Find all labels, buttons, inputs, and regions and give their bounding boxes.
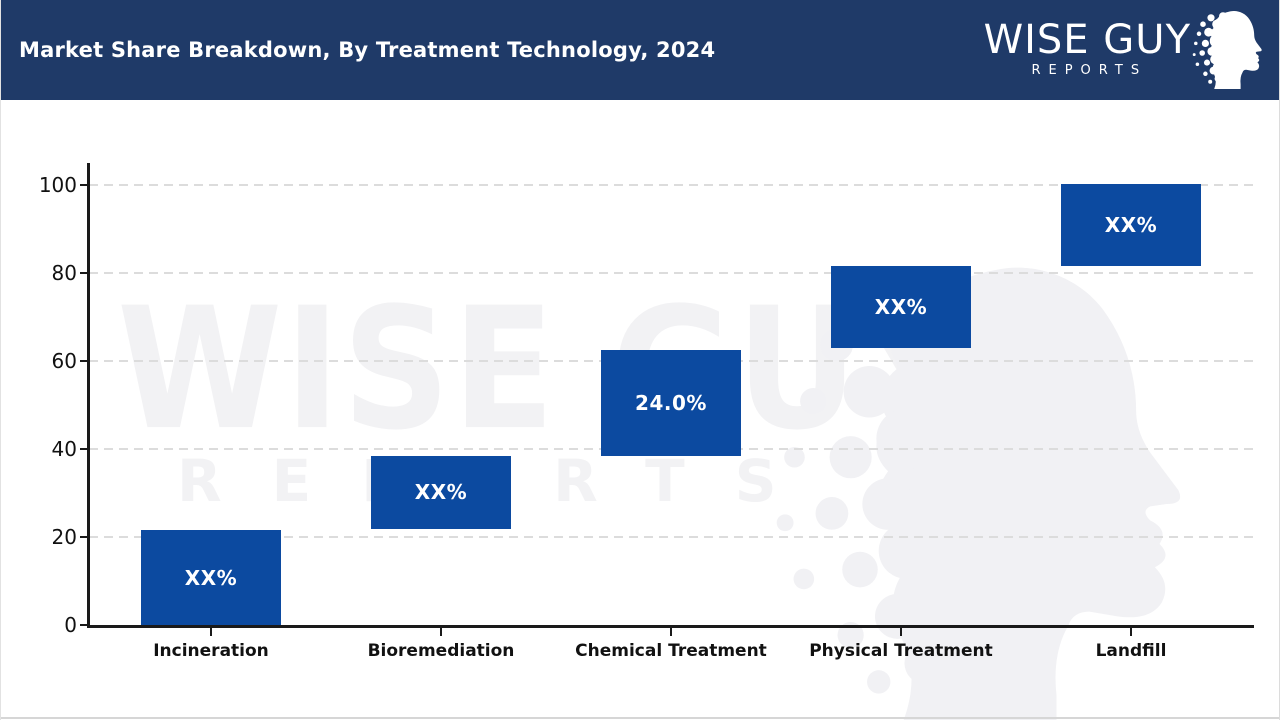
bar-value-label: XX%	[184, 565, 238, 590]
y-tick-label: 40	[51, 437, 77, 461]
chart-area: WISE GUY REPORTS 020406080100XX%XX%24.0%…	[1, 100, 1279, 720]
y-tick-label: 20	[51, 525, 77, 549]
x-tick-label: Landfill	[1095, 641, 1167, 661]
logo-text: WISE GUY REPORTS	[984, 20, 1191, 78]
header-bar: Market Share Breakdown, By Treatment Tec…	[1, 0, 1279, 100]
wiseguy-logo: WISE GUY REPORTS	[984, 6, 1267, 92]
y-tick-label: 0	[64, 613, 77, 637]
bar-value-label: XX%	[414, 480, 468, 505]
y-tick	[80, 448, 89, 450]
x-tick	[440, 627, 442, 636]
bar-segment: XX%	[1061, 184, 1201, 266]
gridline	[89, 184, 1254, 186]
logo-wordmark: WISE GUY	[983, 17, 1191, 63]
x-tick-label: Chemical Treatment	[575, 641, 767, 661]
bar-segment: 24.0%	[601, 350, 741, 456]
x-tick-label: Incineration	[153, 641, 269, 661]
gridline	[89, 272, 1254, 274]
x-tick	[670, 627, 672, 636]
bar-value-label: XX%	[874, 295, 928, 320]
y-tick	[80, 536, 89, 538]
bar-value-label: XX%	[1104, 213, 1158, 238]
y-tick	[80, 624, 89, 626]
bar-segment: XX%	[141, 530, 281, 625]
watermark-wordmark: WISE GUY	[117, 272, 971, 468]
x-tick	[900, 627, 902, 636]
bar-segment: XX%	[831, 266, 971, 349]
wiseguy-head-icon	[1192, 10, 1262, 90]
x-tick-label: Physical Treatment	[809, 641, 993, 661]
y-tick-label: 80	[51, 261, 77, 285]
y-tick	[80, 272, 89, 274]
bottom-divider	[1, 717, 1279, 719]
y-axis-line	[87, 163, 90, 627]
x-tick-label: Bioremediation	[367, 641, 515, 661]
x-axis-line	[87, 625, 1254, 628]
x-tick	[1130, 627, 1132, 636]
y-tick	[80, 360, 89, 362]
y-tick	[80, 184, 89, 186]
bar-segment: XX%	[371, 455, 511, 530]
y-tick-label: 100	[38, 173, 77, 197]
logo-subtitle: REPORTS	[1031, 63, 1148, 78]
gridline	[89, 536, 1254, 538]
y-tick-label: 60	[51, 349, 77, 373]
x-tick	[210, 627, 212, 636]
page-title: Market Share Breakdown, By Treatment Tec…	[19, 38, 716, 62]
bar-value-label: 24.0%	[635, 390, 707, 415]
